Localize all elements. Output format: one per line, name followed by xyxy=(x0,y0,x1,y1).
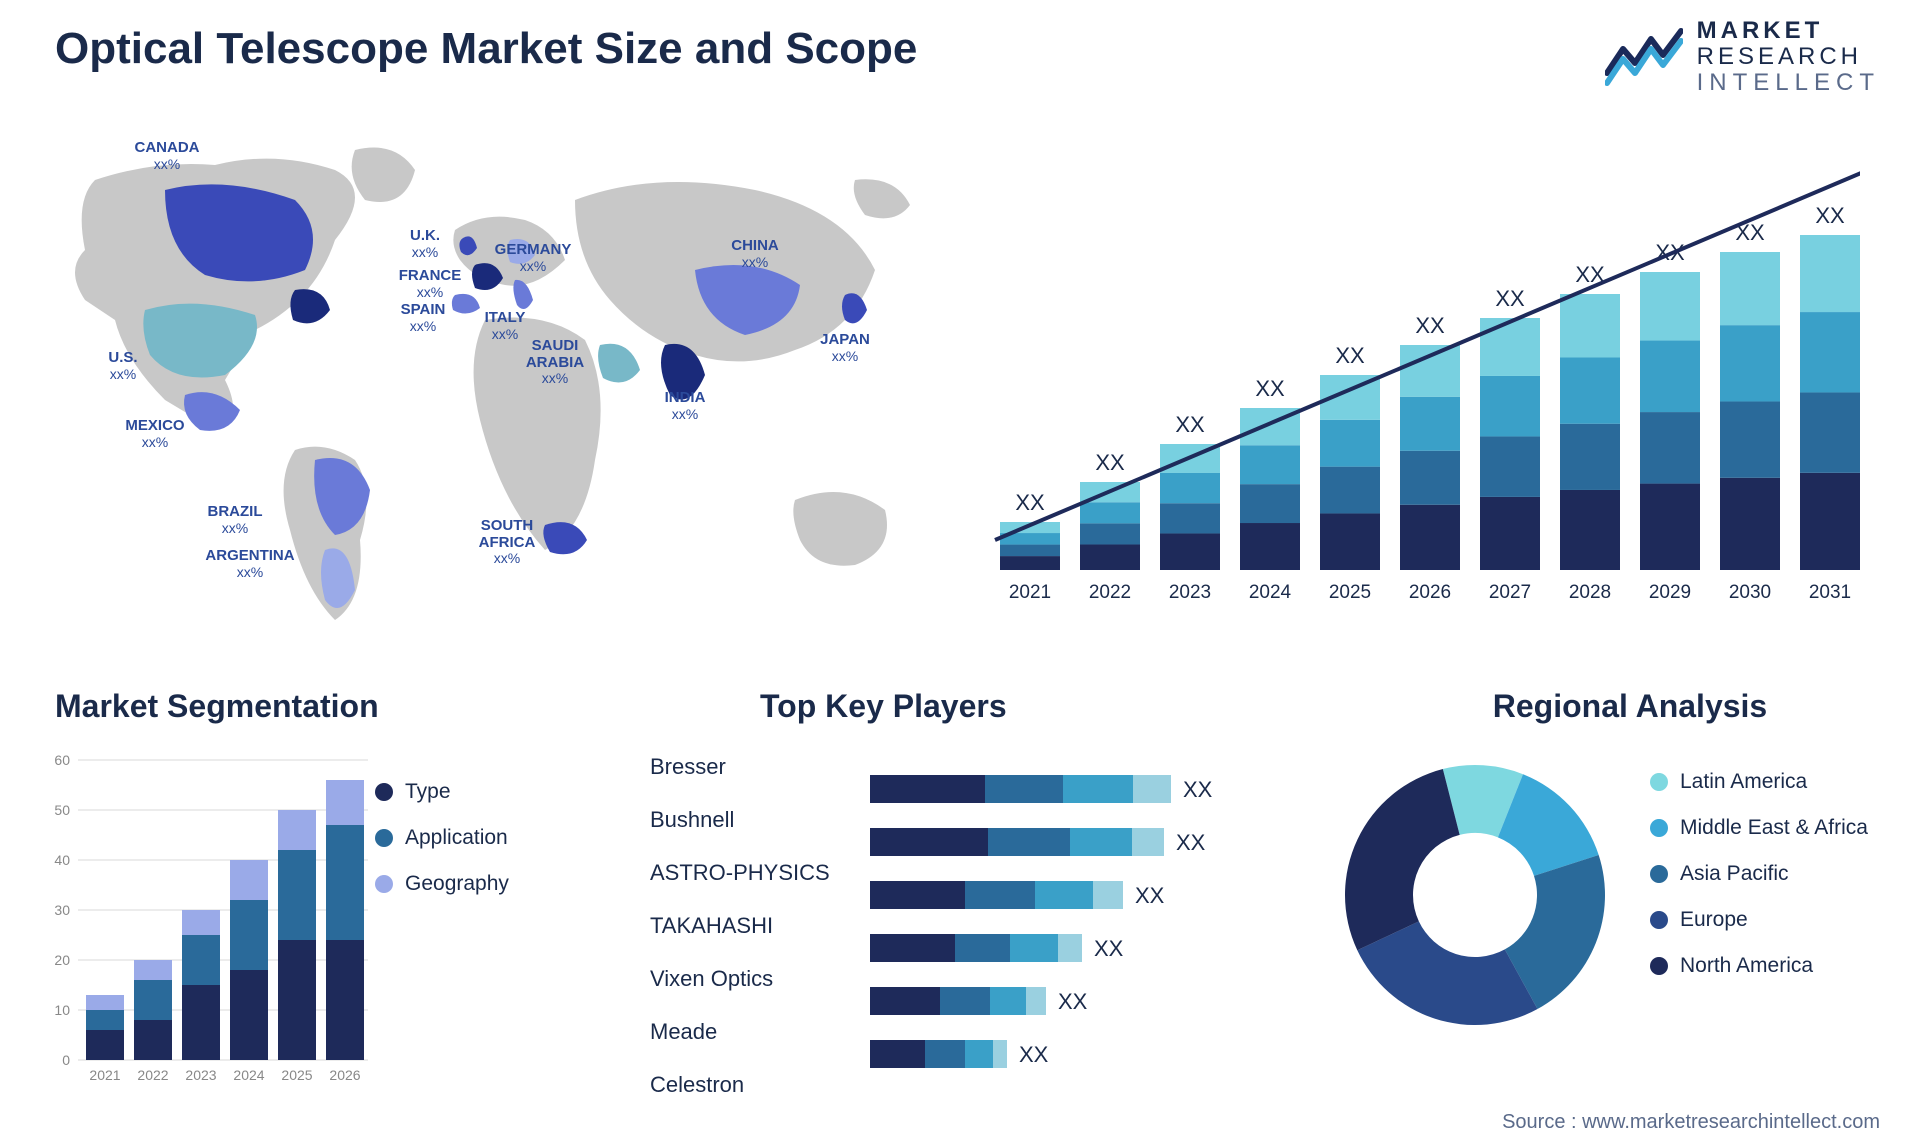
player-item: ASTRO-PHYSICS xyxy=(650,846,850,899)
legend-item: Application xyxy=(375,826,509,850)
svg-text:2023: 2023 xyxy=(185,1067,216,1083)
svg-text:2025: 2025 xyxy=(1329,582,1371,603)
segmentation-legend: Type Application Geography xyxy=(375,780,509,918)
map-country-label: ITALYxx% xyxy=(485,310,526,342)
player-item: TAKAHASHI xyxy=(650,899,850,952)
svg-text:XX: XX xyxy=(1335,343,1365,368)
legend-item: Asia Pacific xyxy=(1650,862,1868,886)
svg-text:2024: 2024 xyxy=(1249,582,1292,603)
map-country-label: GERMANYxx% xyxy=(495,242,572,274)
svg-text:XX: XX xyxy=(1015,490,1045,515)
svg-text:XX: XX xyxy=(1019,1042,1049,1067)
svg-text:2029: 2029 xyxy=(1649,582,1691,603)
segmentation-title: Market Segmentation xyxy=(55,688,379,725)
legend-item: Geography xyxy=(375,872,509,896)
svg-text:40: 40 xyxy=(54,852,70,868)
map-country-label: SAUDIARABIAxx% xyxy=(526,338,584,386)
svg-text:XX: XX xyxy=(1094,936,1124,961)
legend-item: North America xyxy=(1650,954,1868,978)
svg-text:XX: XX xyxy=(1255,376,1285,401)
map-country-label: FRANCExx% xyxy=(399,268,462,300)
svg-text:2026: 2026 xyxy=(1409,582,1451,603)
players-title: Top Key Players xyxy=(760,688,1007,725)
logo-mark-icon xyxy=(1605,27,1683,87)
regional-title: Regional Analysis xyxy=(1400,688,1860,725)
players-list: BresserBushnellASTRO-PHYSICSTAKAHASHIVix… xyxy=(650,740,850,1111)
svg-text:XX: XX xyxy=(1815,203,1845,228)
svg-text:20: 20 xyxy=(54,952,70,968)
page-title: Optical Telescope Market Size and Scope xyxy=(55,24,917,74)
svg-text:XX: XX xyxy=(1415,313,1445,338)
svg-text:2027: 2027 xyxy=(1489,582,1531,603)
svg-text:2021: 2021 xyxy=(89,1067,120,1083)
map-country-label: ARGENTINAxx% xyxy=(205,548,294,580)
legend-item: Europe xyxy=(1650,908,1868,932)
map-country-label: INDIAxx% xyxy=(665,390,706,422)
regional-legend: Latin America Middle East & Africa Asia Pa… xyxy=(1650,770,1868,1000)
svg-text:XX: XX xyxy=(1095,450,1125,475)
svg-text:2026: 2026 xyxy=(329,1067,360,1083)
svg-text:2022: 2022 xyxy=(1089,582,1131,603)
logo-line1: MARKET xyxy=(1697,18,1880,44)
svg-text:2021: 2021 xyxy=(1009,582,1051,603)
map-country-label: CANADAxx% xyxy=(135,140,200,172)
source-text: Source : www.marketresearchintellect.com xyxy=(1502,1111,1880,1134)
player-item: Bresser xyxy=(650,740,850,793)
map-country-label: MEXICOxx% xyxy=(125,418,184,450)
logo-line2: RESEARCH xyxy=(1697,44,1880,70)
world-map: CANADAxx% U.S.xx% MEXICOxx% BRAZILxx% ARGENT… xyxy=(55,120,925,640)
map-country-label: SOUTHAFRICAxx% xyxy=(479,518,536,566)
svg-text:2025: 2025 xyxy=(281,1067,312,1083)
legend-item: Type xyxy=(375,780,509,804)
svg-text:50: 50 xyxy=(54,802,70,818)
svg-text:XX: XX xyxy=(1058,989,1088,1014)
svg-text:10: 10 xyxy=(54,1002,70,1018)
svg-text:60: 60 xyxy=(54,752,70,768)
map-country-label: CHINAxx% xyxy=(731,238,779,270)
map-country-label: JAPANxx% xyxy=(820,332,870,364)
svg-text:0: 0 xyxy=(62,1052,70,1068)
svg-text:XX: XX xyxy=(1135,883,1165,908)
svg-text:2028: 2028 xyxy=(1569,582,1611,603)
logo-text: MARKET RESEARCH INTELLECT xyxy=(1697,18,1880,96)
logo-line3: INTELLECT xyxy=(1697,70,1880,96)
map-country-label: U.S.xx% xyxy=(108,350,137,382)
svg-text:30: 30 xyxy=(54,902,70,918)
growth-chart: XX 2021 XX 2022 XX 2023 XX 2024 XX 2025 XX 2026 XX 20… xyxy=(990,150,1860,630)
svg-text:XX: XX xyxy=(1176,830,1206,855)
map-country-label: BRAZILxx% xyxy=(208,504,263,536)
map-country-label: SPAINxx% xyxy=(401,302,446,334)
svg-text:2030: 2030 xyxy=(1729,582,1771,603)
player-item: Celestron xyxy=(650,1058,850,1111)
players-bar-chart: XX XX XX XX XX XX xyxy=(870,755,1280,1135)
regional-donut xyxy=(1330,750,1620,1040)
svg-text:2024: 2024 xyxy=(233,1067,264,1083)
svg-text:XX: XX xyxy=(1175,412,1205,437)
player-item: Vixen Optics xyxy=(650,952,850,1005)
svg-text:XX: XX xyxy=(1495,286,1525,311)
legend-item: Latin America xyxy=(1650,770,1868,794)
player-item: Bushnell xyxy=(650,793,850,846)
brand-logo: MARKET RESEARCH INTELLECT xyxy=(1605,18,1880,96)
svg-text:2022: 2022 xyxy=(137,1067,168,1083)
player-item: Meade xyxy=(650,1005,850,1058)
svg-text:2023: 2023 xyxy=(1169,582,1211,603)
svg-text:XX: XX xyxy=(1183,777,1213,802)
legend-item: Middle East & Africa xyxy=(1650,816,1868,840)
map-country-label: U.K.xx% xyxy=(410,228,440,260)
svg-text:2031: 2031 xyxy=(1809,582,1851,603)
